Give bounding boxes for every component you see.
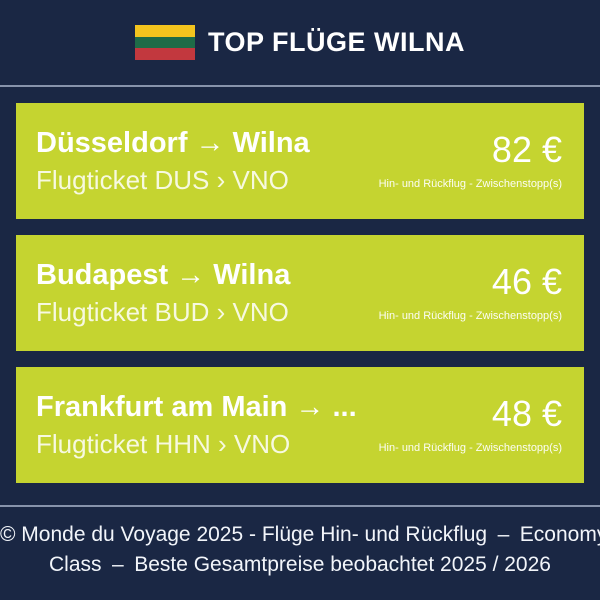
flag-stripe-yellow: [135, 25, 195, 37]
footer-divider: [0, 505, 600, 507]
flight-info: Budapest → Wilna Flugticket BUD › VNO: [36, 259, 290, 327]
route-title: Düsseldorf → Wilna: [36, 127, 310, 159]
flight-info: Düsseldorf → Wilna Flugticket DUS › VNO: [36, 127, 310, 195]
flight-card-dus-vno[interactable]: Düsseldorf → Wilna Flugticket DUS › VNO …: [16, 103, 584, 219]
ticket-subtitle: Flugticket HHN › VNO: [36, 429, 291, 459]
price-block: 48 € Hin- und Rückflug - Zwischenstopp(s…: [379, 395, 562, 455]
lithuania-flag-icon: [135, 25, 195, 61]
fare-note: Hin- und Rückflug - Zwischenstopp(s): [378, 178, 562, 190]
price: 48 €: [491, 393, 562, 434]
header: TOP FLÜGE WILNA: [0, 0, 600, 85]
price: 82 €: [491, 129, 562, 170]
price-block: 82 € Hin- und Rückflug - Zwischenstopp(s…: [379, 131, 562, 191]
route-title: Budapest → Wilna: [36, 259, 291, 291]
page-title: TOP FLÜGE WILNA: [208, 27, 465, 57]
flag-stripe-green: [135, 36, 195, 49]
route-title: Frankfurt am Main → ...: [36, 391, 357, 423]
flight-info: Frankfurt am Main → ... Flugticket HHN ›…: [36, 391, 357, 459]
flight-card-hhn-vno[interactable]: Frankfurt am Main → ... Flugticket HHN ›…: [16, 367, 584, 483]
footer-line2: Class – Beste Gesamtpreise beobachtet 20…: [49, 553, 551, 576]
price: 46 €: [491, 261, 562, 302]
fare-note: Hin- und Rückflug - Zwischenstopp(s): [378, 442, 562, 454]
fare-note: Hin- und Rückflug - Zwischenstopp(s): [378, 310, 562, 322]
flight-list: Düsseldorf → Wilna Flugticket DUS › VNO …: [0, 87, 600, 505]
footer: © Monde du Voyage 2025 - Flüge Hin- und …: [0, 507, 600, 600]
header-divider: [0, 85, 600, 87]
flag-stripe-red: [135, 48, 195, 61]
ticket-subtitle: Flugticket DUS › VNO: [36, 165, 289, 195]
price-block: 46 € Hin- und Rückflug - Zwischenstopp(s…: [379, 263, 562, 323]
flight-card-bud-vno[interactable]: Budapest → Wilna Flugticket BUD › VNO 46…: [16, 235, 584, 351]
ticket-subtitle: Flugticket BUD › VNO: [36, 297, 289, 327]
footer-line1: © Monde du Voyage 2025 - Flüge Hin- und …: [0, 523, 600, 546]
